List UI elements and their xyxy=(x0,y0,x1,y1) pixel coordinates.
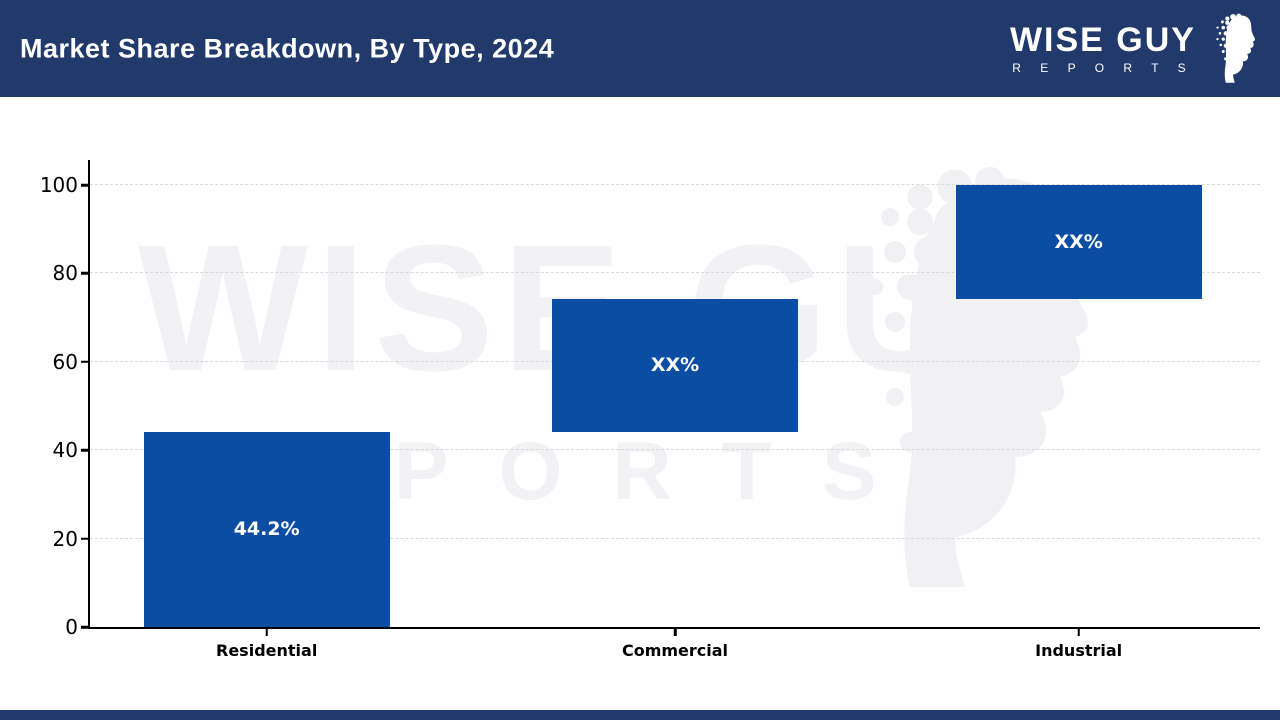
bar-residential: 44.2% xyxy=(143,431,390,627)
plot-area: 0 20 40 60 80 100 44.2% Residential XX% Commercia… xyxy=(40,160,1260,660)
gridline-y-80 xyxy=(90,272,1260,274)
x-axis-label-residential: Residential xyxy=(216,641,318,660)
y-tick-label-40: 40 xyxy=(52,438,78,463)
logo-text: WISE GUY R E P O R T S xyxy=(1009,21,1196,75)
y-tick-mark-20 xyxy=(81,537,90,540)
y-tick-label-80: 80 xyxy=(52,261,78,286)
x-tick-mark-industrial xyxy=(1077,627,1080,636)
y-tick-label-60: 60 xyxy=(52,349,78,374)
gridline-y-40 xyxy=(90,449,1260,451)
page-title: Market Share Breakdown, By Type, 2024 xyxy=(20,33,555,63)
y-tick-label-0: 0 xyxy=(65,615,78,639)
y-tick-label-20: 20 xyxy=(52,526,78,551)
logo-brand-subtitle: R E P O R T S xyxy=(1012,60,1194,75)
x-tick-mark-commercial xyxy=(673,627,677,636)
y-tick-mark-80 xyxy=(81,272,90,275)
gridline-y-100 xyxy=(90,184,1260,185)
header-bar: Market Share Breakdown, By Type, 2024 WI… xyxy=(0,0,1280,97)
footer-bar xyxy=(0,710,1280,720)
chart-canvas: WISE GUY REPORTS 0 20 40 60 80 100 44.2% Reside… xyxy=(0,97,1280,710)
y-tick-label-100: 100 xyxy=(39,173,78,197)
y-tick-mark-40 xyxy=(81,448,90,452)
x-axis-label-industrial: Industrial xyxy=(1035,641,1123,660)
bar-value-label-residential: 44.2% xyxy=(233,518,300,541)
y-tick-mark-0 xyxy=(81,625,90,629)
gridline-y-20 xyxy=(90,537,1260,539)
bar-value-label-industrial: XX% xyxy=(1054,231,1103,254)
y-tick-mark-60 xyxy=(81,360,90,364)
bar-industrial: XX% xyxy=(955,185,1202,300)
bar-value-label-commercial: XX% xyxy=(650,354,700,377)
x-axis-label-commercial: Commercial xyxy=(621,641,729,660)
y-tick-mark-100 xyxy=(81,183,90,187)
x-tick-mark-residential xyxy=(265,627,268,636)
wiseguy-logo: WISE GUY R E P O R T S xyxy=(1010,8,1258,90)
logo-head-icon xyxy=(1216,13,1255,83)
logo-brand-name: WISE GUY xyxy=(1009,21,1196,60)
bar-commercial: XX% xyxy=(552,299,798,432)
